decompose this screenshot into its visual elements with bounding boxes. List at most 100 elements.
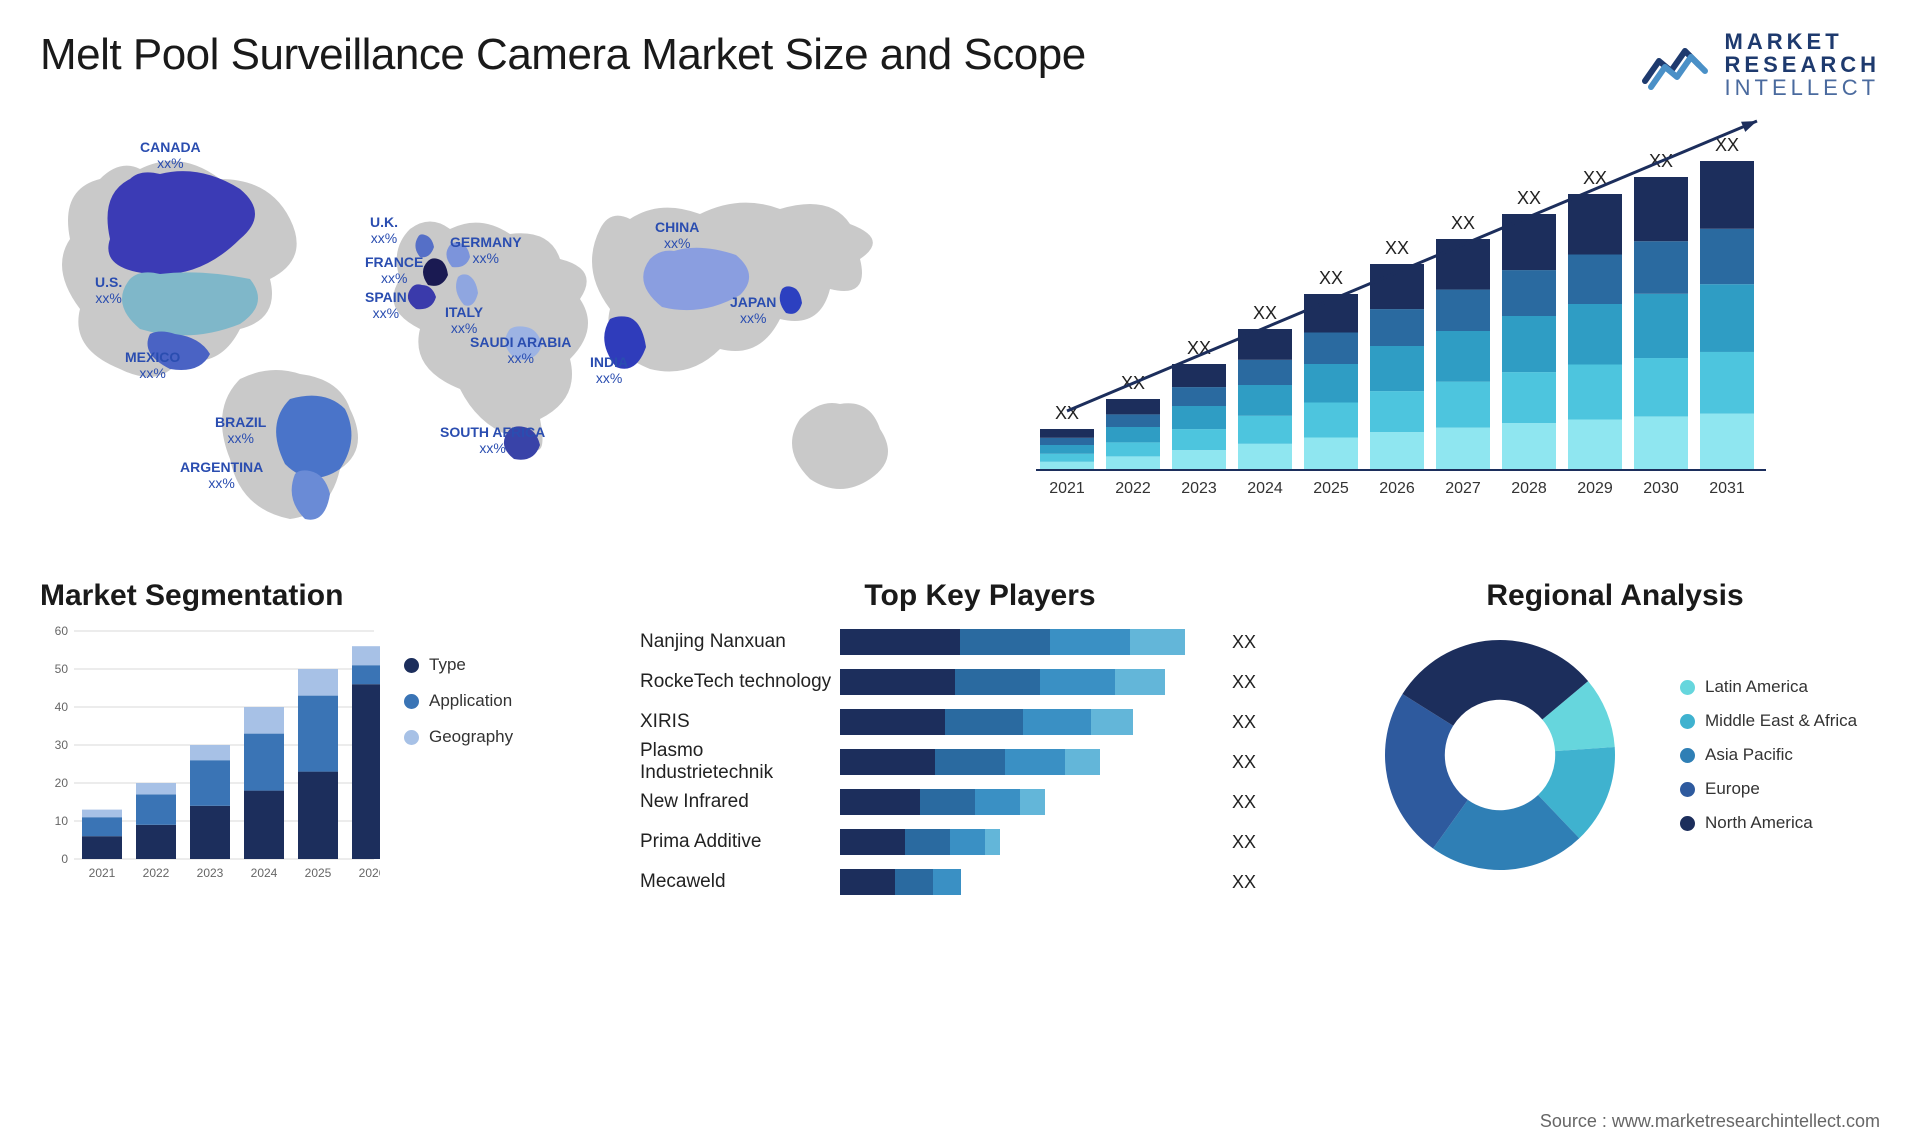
legend-swatch-icon	[404, 730, 419, 745]
player-bar	[840, 869, 1220, 895]
svg-text:2022: 2022	[143, 866, 170, 880]
player-name: Mecaweld	[640, 871, 840, 893]
player-value: XX	[1232, 792, 1256, 813]
players-chart: Nanjing Nanxuan XX RockeTech technologyXX X…	[640, 625, 1320, 899]
legend-label: Application	[429, 691, 512, 711]
player-name: XIRIS	[640, 711, 840, 733]
logo-text-2: RESEARCH	[1725, 53, 1880, 76]
map-label: U.S.xx%	[95, 274, 122, 306]
svg-text:2026: 2026	[359, 866, 380, 880]
svg-text:2024: 2024	[1247, 480, 1283, 497]
player-value: XX	[1232, 712, 1256, 733]
legend-label: North America	[1705, 813, 1813, 833]
map-label: U.K.xx%	[370, 214, 398, 246]
player-row: Plasmo IndustrietechnikXX	[640, 745, 1320, 779]
svg-text:2029: 2029	[1577, 480, 1613, 497]
player-row: Prima Additive XX	[640, 825, 1320, 859]
legend-label: Middle East & Africa	[1705, 711, 1857, 731]
player-name: New Infrared	[640, 791, 840, 813]
player-bar	[840, 789, 1220, 815]
regional-title: Regional Analysis	[1350, 579, 1880, 613]
player-value: XX	[1232, 872, 1256, 893]
svg-text:2024: 2024	[251, 866, 278, 880]
brand-logo: MARKET RESEARCH INTELLECT	[1641, 30, 1880, 99]
svg-text:50: 50	[55, 662, 69, 676]
players-title: Top Key Players	[640, 579, 1320, 613]
legend-label: Geography	[429, 727, 513, 747]
svg-text:2025: 2025	[305, 866, 332, 880]
svg-text:2023: 2023	[1181, 480, 1217, 497]
svg-text:XX: XX	[1253, 303, 1277, 323]
legend-swatch-icon	[1680, 816, 1695, 831]
svg-text:XX: XX	[1385, 238, 1409, 258]
legend-item: Geography	[404, 727, 513, 747]
player-value: XX	[1232, 832, 1256, 853]
player-row: RockeTech technologyXX	[640, 665, 1320, 699]
legend-label: Asia Pacific	[1705, 745, 1793, 765]
svg-text:2027: 2027	[1445, 480, 1481, 497]
logo-mark-icon	[1641, 37, 1711, 93]
player-value: XX	[1232, 752, 1256, 773]
map-label: SOUTH AFRICAxx%	[440, 424, 545, 456]
legend-item: Asia Pacific	[1680, 745, 1857, 765]
svg-text:2028: 2028	[1511, 480, 1547, 497]
map-label: SAUDI ARABIAxx%	[470, 334, 571, 366]
map-label: FRANCExx%	[365, 254, 423, 286]
player-value: XX	[1232, 632, 1256, 653]
logo-text-3: INTELLECT	[1725, 76, 1880, 99]
player-bar	[840, 749, 1220, 775]
legend-swatch-icon	[1680, 680, 1695, 695]
legend-item: Type	[404, 655, 513, 675]
svg-text:XX: XX	[1517, 188, 1541, 208]
svg-text:0: 0	[61, 852, 68, 866]
segmentation-panel: Market Segmentation 0 10 20 30 40 50 60 2021 202…	[40, 579, 610, 899]
regional-panel: Regional Analysis Latin America Middle Ea…	[1350, 579, 1880, 899]
map-label: BRAZILxx%	[215, 414, 266, 446]
svg-text:XX: XX	[1451, 213, 1475, 233]
map-label: CHINAxx%	[655, 219, 699, 251]
player-bar	[840, 829, 1220, 855]
svg-text:2021: 2021	[89, 866, 116, 880]
player-bar	[840, 669, 1220, 695]
logo-text-1: MARKET	[1725, 30, 1880, 53]
player-row: XIRIS XX	[640, 705, 1320, 739]
svg-text:2031: 2031	[1709, 480, 1745, 497]
svg-text:2025: 2025	[1313, 480, 1349, 497]
legend-swatch-icon	[1680, 714, 1695, 729]
legend-item: North America	[1680, 813, 1857, 833]
players-panel: Top Key Players Nanjing Nanxuan XX RockeTe…	[640, 579, 1320, 899]
map-label: ITALYxx%	[445, 304, 483, 336]
map-label: INDIAxx%	[590, 354, 628, 386]
map-label: MEXICOxx%	[125, 349, 180, 381]
growth-chart: XX2021XX2022XX2023XX2024XX2025XX2026XX20…	[1020, 119, 1880, 539]
legend-swatch-icon	[404, 658, 419, 673]
legend-label: Europe	[1705, 779, 1760, 799]
player-name: Nanjing Nanxuan	[640, 631, 840, 653]
legend-item: Latin America	[1680, 677, 1857, 697]
svg-text:XX: XX	[1319, 268, 1343, 288]
legend-swatch-icon	[1680, 782, 1695, 797]
world-map: CANADAxx%U.S.xx%MEXICOxx%BRAZILxx%ARGENT…	[40, 119, 980, 539]
svg-text:2026: 2026	[1379, 480, 1415, 497]
player-row: New Infrared XX	[640, 785, 1320, 819]
svg-text:20: 20	[55, 776, 69, 790]
player-bar	[840, 709, 1220, 735]
svg-text:10: 10	[55, 814, 69, 828]
regional-legend: Latin America Middle East & Africa Asia Pa…	[1680, 677, 1857, 833]
map-label: GERMANYxx%	[450, 234, 522, 266]
svg-text:60: 60	[55, 625, 69, 638]
map-label: SPAINxx%	[365, 289, 407, 321]
map-label: JAPANxx%	[730, 294, 776, 326]
svg-text:2030: 2030	[1643, 480, 1679, 497]
legend-label: Latin America	[1705, 677, 1808, 697]
svg-text:40: 40	[55, 700, 69, 714]
legend-item: Middle East & Africa	[1680, 711, 1857, 731]
player-row: Mecaweld XX	[640, 865, 1320, 899]
source-attribution: Source : www.marketresearchintellect.com	[1540, 1111, 1880, 1132]
player-name: Prima Additive	[640, 831, 840, 853]
svg-text:2021: 2021	[1049, 480, 1085, 497]
segmentation-title: Market Segmentation	[40, 579, 610, 613]
svg-text:30: 30	[55, 738, 69, 752]
legend-swatch-icon	[404, 694, 419, 709]
svg-text:2022: 2022	[1115, 480, 1151, 497]
